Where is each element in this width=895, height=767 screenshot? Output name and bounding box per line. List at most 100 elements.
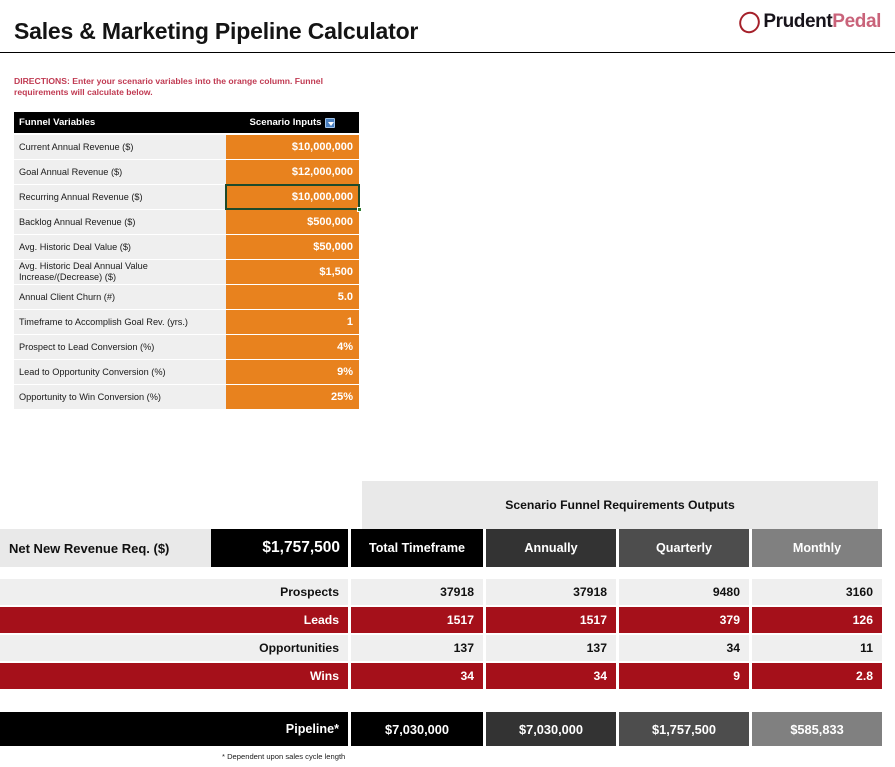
column-gap <box>348 607 351 633</box>
input-row-value[interactable]: 25% <box>226 385 359 409</box>
ring-icon <box>737 8 763 36</box>
column-gap <box>483 607 486 633</box>
output-cell: 34 <box>619 635 749 661</box>
column-gap <box>749 712 752 746</box>
output-cell: 137 <box>486 635 616 661</box>
input-row-label: Current Annual Revenue ($) <box>14 135 226 159</box>
column-gap <box>483 579 486 605</box>
column-gap <box>616 635 619 661</box>
input-row: Annual Client Churn (#) 5.0 <box>14 285 359 309</box>
input-row-value[interactable]: $50,000 <box>226 235 359 259</box>
input-row: Prospect to Lead Conversion (%) 4% <box>14 335 359 359</box>
input-row-value[interactable]: $500,000 <box>226 210 359 234</box>
title-divider <box>0 52 895 53</box>
input-row: Lead to Opportunity Conversion (%) 9% <box>14 360 359 384</box>
table-row: Leads 1517 1517 379 126 <box>0 607 895 633</box>
input-row-value[interactable]: 9% <box>226 360 359 384</box>
input-row: Backlog Annual Revenue ($) $500,000 <box>14 210 359 234</box>
input-row-label: Backlog Annual Revenue ($) <box>14 210 226 234</box>
input-row: Opportunity to Win Conversion (%) 25% <box>14 385 359 409</box>
pipeline-quarterly-value: $1,757,500 <box>619 712 749 746</box>
funnel-variables-rows: Current Annual Revenue ($) $10,000,000 Goa… <box>14 135 362 409</box>
column-header-monthly: Monthly <box>752 529 882 567</box>
input-row-label: Annual Client Churn (#) <box>14 285 226 309</box>
input-row-label: Timeframe to Accomplish Goal Rev. (yrs.) <box>14 310 226 334</box>
brand-logo-text: PrudentPedal <box>763 11 881 33</box>
output-cell: 2.8 <box>752 663 882 689</box>
page-header: Sales & Marketing Pipeline Calculator Pr… <box>0 0 895 53</box>
input-row-label: Lead to Opportunity Conversion (%) <box>14 360 226 384</box>
pipeline-row: Pipeline* $7,030,000 $7,030,000 $1,757,5… <box>0 712 895 746</box>
brand-name-secondary: Pedal <box>832 11 881 32</box>
table-row: Prospects 37918 37918 9480 3160 <box>0 579 895 605</box>
input-row: Avg. Historic Deal Value ($) $50,000 <box>14 235 359 259</box>
column-header-funnel-variables: Funnel Variables <box>14 112 226 133</box>
directions-text: DIRECTIONS: Enter your scenario variable… <box>14 76 323 97</box>
column-header-quarterly: Quarterly <box>619 529 749 567</box>
input-row-value[interactable]: $10,000,000 <box>226 135 359 159</box>
table-header-row: Funnel Variables Scenario Inputs <box>14 112 359 133</box>
column-gap <box>749 635 752 661</box>
column-gap <box>348 529 351 567</box>
column-gap <box>749 529 752 567</box>
column-gap <box>616 607 619 633</box>
net-new-revenue-value: $1,757,500 <box>211 529 348 567</box>
column-gap <box>348 579 351 605</box>
output-cell: 126 <box>752 607 882 633</box>
column-gap <box>749 607 752 633</box>
column-header-total-timeframe: Total Timeframe <box>351 529 483 567</box>
pipeline-monthly-value: $585,833 <box>752 712 882 746</box>
funnel-variables-table: Funnel Variables Scenario Inputs Current… <box>14 112 362 410</box>
output-cell: 11 <box>752 635 882 661</box>
output-cell: 137 <box>351 635 483 661</box>
input-row: Recurring Annual Revenue ($) $10,000,000 <box>14 184 362 212</box>
column-gap <box>749 579 752 605</box>
input-row-value[interactable]: 4% <box>226 335 359 359</box>
column-header-scenario-inputs-label: Scenario Inputs <box>249 117 322 128</box>
filter-dropdown-icon[interactable] <box>325 117 336 128</box>
column-gap <box>348 635 351 661</box>
input-row: Timeframe to Accomplish Goal Rev. (yrs.)… <box>14 310 359 334</box>
output-cell: 34 <box>486 663 616 689</box>
column-gap <box>616 712 619 746</box>
input-row-label: Opportunity to Win Conversion (%) <box>14 385 226 409</box>
output-cell: 1517 <box>486 607 616 633</box>
output-row-label: Leads <box>0 607 348 633</box>
column-gap <box>483 712 486 746</box>
net-new-revenue-row: Net New Revenue Req. ($) $1,757,500 Tota… <box>0 529 895 567</box>
table-row: Wins 34 34 9 2.8 <box>0 663 895 689</box>
output-cell: 37918 <box>486 579 616 605</box>
input-row-value[interactable]: 1 <box>226 310 359 334</box>
output-cell: 1517 <box>351 607 483 633</box>
column-header-scenario-inputs[interactable]: Scenario Inputs <box>226 112 359 133</box>
outputs-banner-title: Scenario Funnel Requirements Outputs <box>362 481 878 529</box>
brand-logo: PrudentPedal <box>737 8 881 36</box>
pipeline-annually-value: $7,030,000 <box>486 712 616 746</box>
column-gap <box>483 663 486 689</box>
input-row-value[interactable]: 5.0 <box>226 285 359 309</box>
column-gap <box>483 635 486 661</box>
input-row-label: Avg. Historic Deal Value ($) <box>14 235 226 259</box>
input-row: Avg. Historic Deal Annual Value Increase… <box>14 260 359 284</box>
input-row-label: Recurring Annual Revenue ($) <box>14 185 226 209</box>
output-cell: 379 <box>619 607 749 633</box>
output-cell: 9480 <box>619 579 749 605</box>
input-row-label: Prospect to Lead Conversion (%) <box>14 335 226 359</box>
page-title: Sales & Marketing Pipeline Calculator <box>14 18 419 44</box>
output-row-label: Opportunities <box>0 635 348 661</box>
input-row-label: Avg. Historic Deal Annual Value Increase… <box>14 260 226 284</box>
column-header-annually: Annually <box>486 529 616 567</box>
input-row-value[interactable]: $1,500 <box>226 260 359 284</box>
output-cell: 37918 <box>351 579 483 605</box>
brand-name-primary: Prudent <box>763 11 833 32</box>
pipeline-footnote: * Dependent upon sales cycle length <box>222 752 346 761</box>
input-row-value[interactable]: $12,000,000 <box>226 160 359 184</box>
column-gap <box>616 529 619 567</box>
pipeline-label: Pipeline* <box>0 712 348 746</box>
output-cell: 34 <box>351 663 483 689</box>
output-row-label: Wins <box>0 663 348 689</box>
input-row: Current Annual Revenue ($) $10,000,000 <box>14 135 359 159</box>
net-new-revenue-label: Net New Revenue Req. ($) <box>0 529 211 567</box>
column-gap <box>616 663 619 689</box>
input-row-value[interactable]: $10,000,000 <box>225 184 362 212</box>
